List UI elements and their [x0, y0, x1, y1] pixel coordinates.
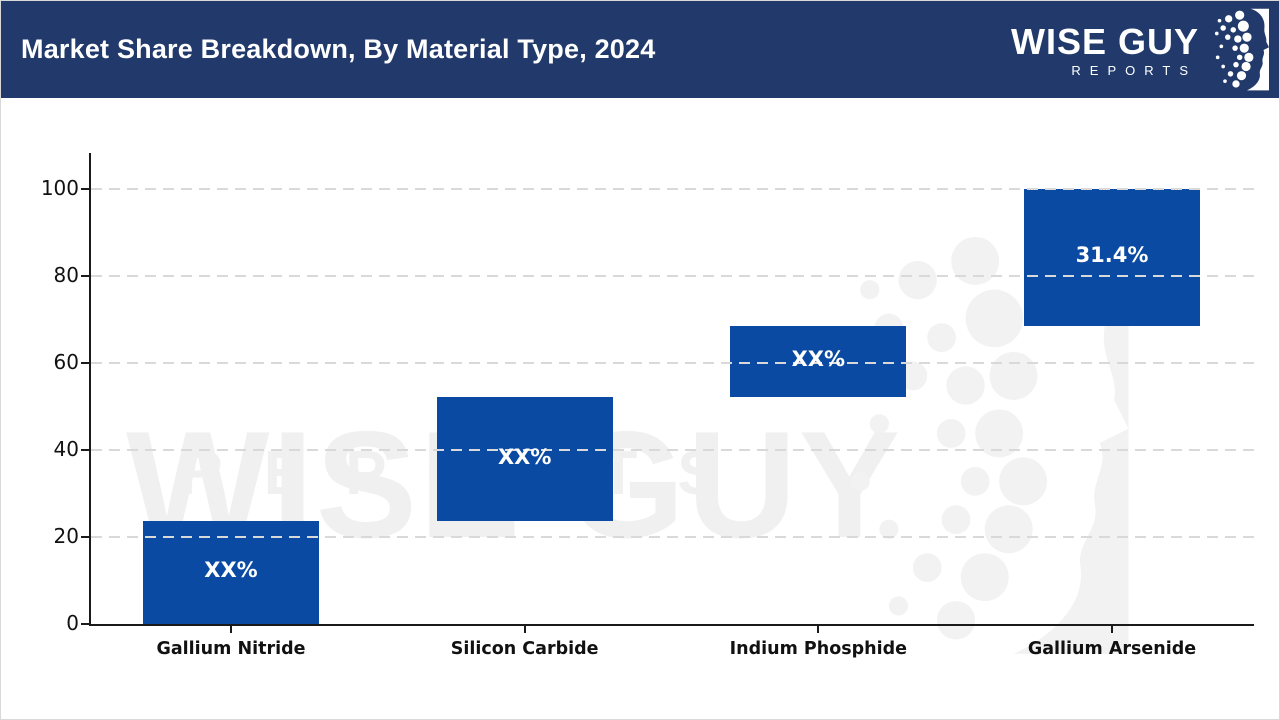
gridline-60: [91, 362, 1254, 364]
bar-value-label: XX%: [791, 347, 846, 372]
logo-text: WISE GUY REPORTS: [1010, 21, 1199, 79]
gridline-40: [91, 449, 1254, 451]
x-category-label: Gallium Arsenide: [1027, 639, 1197, 659]
y-tick-label-80: 80: [53, 263, 79, 287]
y-tick-60: [81, 362, 89, 364]
x-tick-0: [230, 626, 232, 633]
x-tick-3: [1111, 626, 1113, 633]
y-tick-label-100: 100: [40, 176, 79, 200]
y-tick-0: [81, 623, 89, 625]
gridline-20: [91, 536, 1254, 538]
x-tick-1: [523, 626, 526, 633]
bar-gallium-nitride: [143, 520, 319, 624]
x-tick-2: [817, 626, 820, 633]
y-tick-20: [81, 536, 89, 538]
y-tick-80: [81, 275, 89, 277]
y-tick-100: [81, 188, 89, 190]
bar-value-label: 31.4%: [1075, 243, 1149, 268]
x-category-label: Gallium Nitride: [156, 639, 306, 659]
bar-silicon-carbide: [436, 396, 613, 521]
logo-face-icon: [1214, 8, 1269, 91]
header: Market Share Breakdown, By Material Type…: [1, 1, 1279, 98]
chart-title: Market Share Breakdown, By Material Type…: [21, 34, 656, 64]
gridline-100: [91, 188, 1254, 190]
y-tick-label-40: 40: [53, 437, 79, 461]
wiseguy-logo: WISE GUY REPORTS: [1011, 6, 1269, 94]
x-axis-spine: [89, 624, 1254, 626]
gridline-80: [91, 275, 1254, 277]
bar-value-label: XX%: [497, 444, 552, 469]
x-category-label: Indium Phosphide: [729, 639, 908, 659]
x-category-label: Silicon Carbide: [450, 639, 599, 659]
logo-wordmark: WISE GUY: [1010, 21, 1199, 62]
y-tick-label-20: 20: [53, 524, 79, 548]
y-axis-spine: [89, 153, 91, 626]
bar-value-label: XX%: [204, 558, 258, 583]
logo-subtext: REPORTS: [1071, 63, 1197, 78]
y-tick-label-60: 60: [53, 350, 79, 374]
y-tick-40: [81, 449, 89, 451]
y-tick-label-0: 0: [66, 611, 79, 635]
